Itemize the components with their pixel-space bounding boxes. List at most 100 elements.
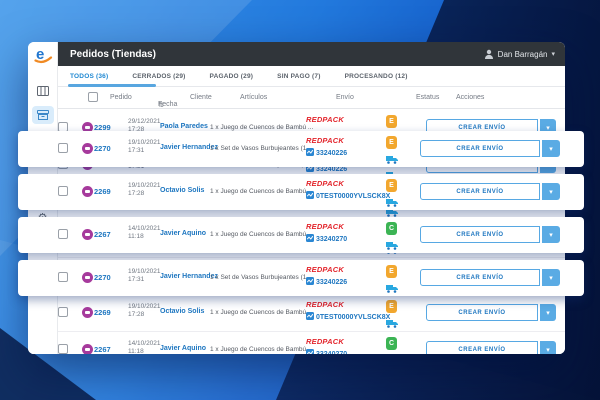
shipment-truck-icon xyxy=(386,204,398,222)
tracking-number[interactable]: 33240270 xyxy=(306,349,347,354)
row-checkbox[interactable] xyxy=(58,272,68,282)
tab-cerrados[interactable]: CERRADOS (29) xyxy=(132,72,186,80)
status-badge: C xyxy=(386,337,397,350)
date: 19/10/2021 xyxy=(128,139,161,146)
col-cliente: Cliente xyxy=(190,94,212,101)
order-items: 1 x Juego de Cuencos de Bambú ... xyxy=(210,309,314,316)
user-menu[interactable]: Dan Barragán ▾ xyxy=(484,42,555,66)
order-number-link[interactable]: 2269 xyxy=(94,187,111,196)
shipment-truck-icon xyxy=(386,194,398,212)
tracking-number[interactable]: 0TEST0000YVLSCK8X xyxy=(306,312,390,322)
col-articulos: Artículos xyxy=(240,94,268,101)
package-icon xyxy=(306,191,314,201)
time: 17:31 xyxy=(128,276,145,283)
floating-order-row: 2270 19/10/2021 17:31 Javier Hernandez 1 x S… xyxy=(18,131,584,167)
orders-box-icon[interactable] xyxy=(31,106,54,124)
select-all-checkbox[interactable] xyxy=(88,92,98,102)
client-link[interactable]: Paola Paredes xyxy=(160,123,208,130)
carrier-logo: REDPACK xyxy=(306,300,344,309)
col-acciones: Acciones xyxy=(456,94,485,101)
order-number-link[interactable]: 2267 xyxy=(94,345,111,354)
client-link[interactable]: Octavio Solis xyxy=(160,308,205,315)
tab-pagado[interactable]: PAGADO (29) xyxy=(209,72,254,80)
row-checkbox[interactable] xyxy=(58,344,68,354)
row-checkbox[interactable] xyxy=(58,186,68,196)
carrier-logo: REDPACK xyxy=(306,265,344,274)
shipment-dropdown-button[interactable]: ▾ xyxy=(540,341,556,354)
client-link[interactable]: Javier Aquino xyxy=(160,345,207,352)
carrier-logo: REDPACK xyxy=(306,179,344,188)
tracking-number[interactable]: 0TEST0000YVLSCK8X xyxy=(306,191,390,201)
tracking-number[interactable]: 33240226 xyxy=(306,148,347,158)
shipment-dropdown-button[interactable]: ▾ xyxy=(542,269,560,286)
client-link[interactable]: Javier Hernandez xyxy=(160,273,218,280)
status-badge: C xyxy=(386,222,397,235)
app-logo[interactable]: e xyxy=(32,45,54,70)
channel-badge xyxy=(82,229,93,240)
channel-badge xyxy=(82,272,93,283)
status-badge: E xyxy=(386,265,397,278)
col-envio: Envío xyxy=(336,94,354,101)
shipment-dropdown-button[interactable]: ▾ xyxy=(542,183,560,200)
carrier-logo: REDPACK xyxy=(306,136,344,145)
time: 11:18 xyxy=(128,348,144,354)
package-icon xyxy=(306,234,314,244)
create-shipment-button[interactable]: CREAR ENVÍO xyxy=(420,140,540,157)
tracking-number[interactable]: 33240226 xyxy=(306,277,347,287)
shipment-dropdown-button[interactable]: ▾ xyxy=(540,304,556,321)
client-link[interactable]: Octavio Solis xyxy=(160,187,205,194)
col-pedido: Pedido xyxy=(110,94,132,101)
order-items: 1 x Juego de Cuencos de Bambú ... xyxy=(210,346,314,353)
order-number-link[interactable]: 2267 xyxy=(94,230,111,239)
order-number-link[interactable]: 2299 xyxy=(94,123,111,132)
order-items: 1 x Juego de Cuencos de Bambú ... xyxy=(210,124,314,131)
client-link[interactable]: Javier Hernandez xyxy=(160,144,218,151)
create-shipment-button[interactable]: CREAR ENVÍO xyxy=(420,226,540,243)
package-icon xyxy=(306,349,314,354)
create-shipment-button[interactable]: CREAR ENVÍO xyxy=(420,269,540,286)
create-shipment-button[interactable]: CREAR ENVÍO xyxy=(426,341,538,354)
tab-sin-pago[interactable]: SIN PAGO (7) xyxy=(277,72,321,80)
sort-icon: ⇅ xyxy=(158,102,164,109)
shipment-dropdown-button[interactable]: ▾ xyxy=(542,140,560,157)
date: 19/10/2021 xyxy=(128,268,161,275)
row-checkbox[interactable] xyxy=(58,143,68,153)
grid-icon[interactable] xyxy=(32,82,54,100)
order-number-link[interactable]: 2270 xyxy=(94,273,111,282)
row-checkbox[interactable] xyxy=(58,307,68,317)
tracking-value: 33240226 xyxy=(316,149,348,157)
date: 14/10/2021 xyxy=(128,340,161,347)
client-link[interactable]: Javier Aquino xyxy=(160,230,207,237)
shipment-dropdown-button[interactable]: ▾ xyxy=(542,226,560,243)
date: 19/10/2021 xyxy=(128,303,161,310)
order-items: 1 x Juego de Cuencos de Bambú ... xyxy=(210,231,314,238)
tracking-value: 33240226 xyxy=(316,165,348,173)
status-badge: E xyxy=(386,179,397,192)
tab-bar: TODOS (36) CERRADOS (29) PAGADO (29) SIN… xyxy=(58,66,565,87)
status-badge: E xyxy=(386,115,397,128)
col-estatus: Estatus xyxy=(416,94,440,101)
create-shipment-button[interactable]: CREAR ENVÍO xyxy=(426,304,538,321)
order-items: 1 x Set de Vasos Burbujeantes (1 ... xyxy=(210,274,314,281)
carrier-logo: REDPACK xyxy=(306,222,344,231)
order-number-link[interactable]: 2270 xyxy=(94,144,111,153)
channel-badge xyxy=(82,143,93,154)
order-items: 1 x Set de Vasos Burbujeantes (1 ... xyxy=(210,145,314,152)
package-icon xyxy=(306,277,314,287)
create-shipment-button[interactable]: CREAR ENVÍO xyxy=(420,183,540,200)
tracking-value: 33240226 xyxy=(316,278,348,286)
tracking-number[interactable]: 33240270 xyxy=(306,234,347,244)
order-number-link[interactable]: 2269 xyxy=(94,308,111,317)
tab-procesando[interactable]: PROCESANDO (12) xyxy=(344,72,408,80)
time: 17:28 xyxy=(128,190,145,197)
channel-badge xyxy=(82,307,93,318)
floating-order-row: 2270 19/10/2021 17:31 Javier Hernandez 1 x S… xyxy=(18,260,584,296)
tab-todos[interactable]: TODOS (36) xyxy=(70,72,109,80)
row-checkbox[interactable] xyxy=(58,229,68,239)
svg-text:e: e xyxy=(36,46,44,63)
tracking-value: 0TEST0000YVLSCK8X xyxy=(316,192,391,200)
status-badge: E xyxy=(386,136,397,149)
